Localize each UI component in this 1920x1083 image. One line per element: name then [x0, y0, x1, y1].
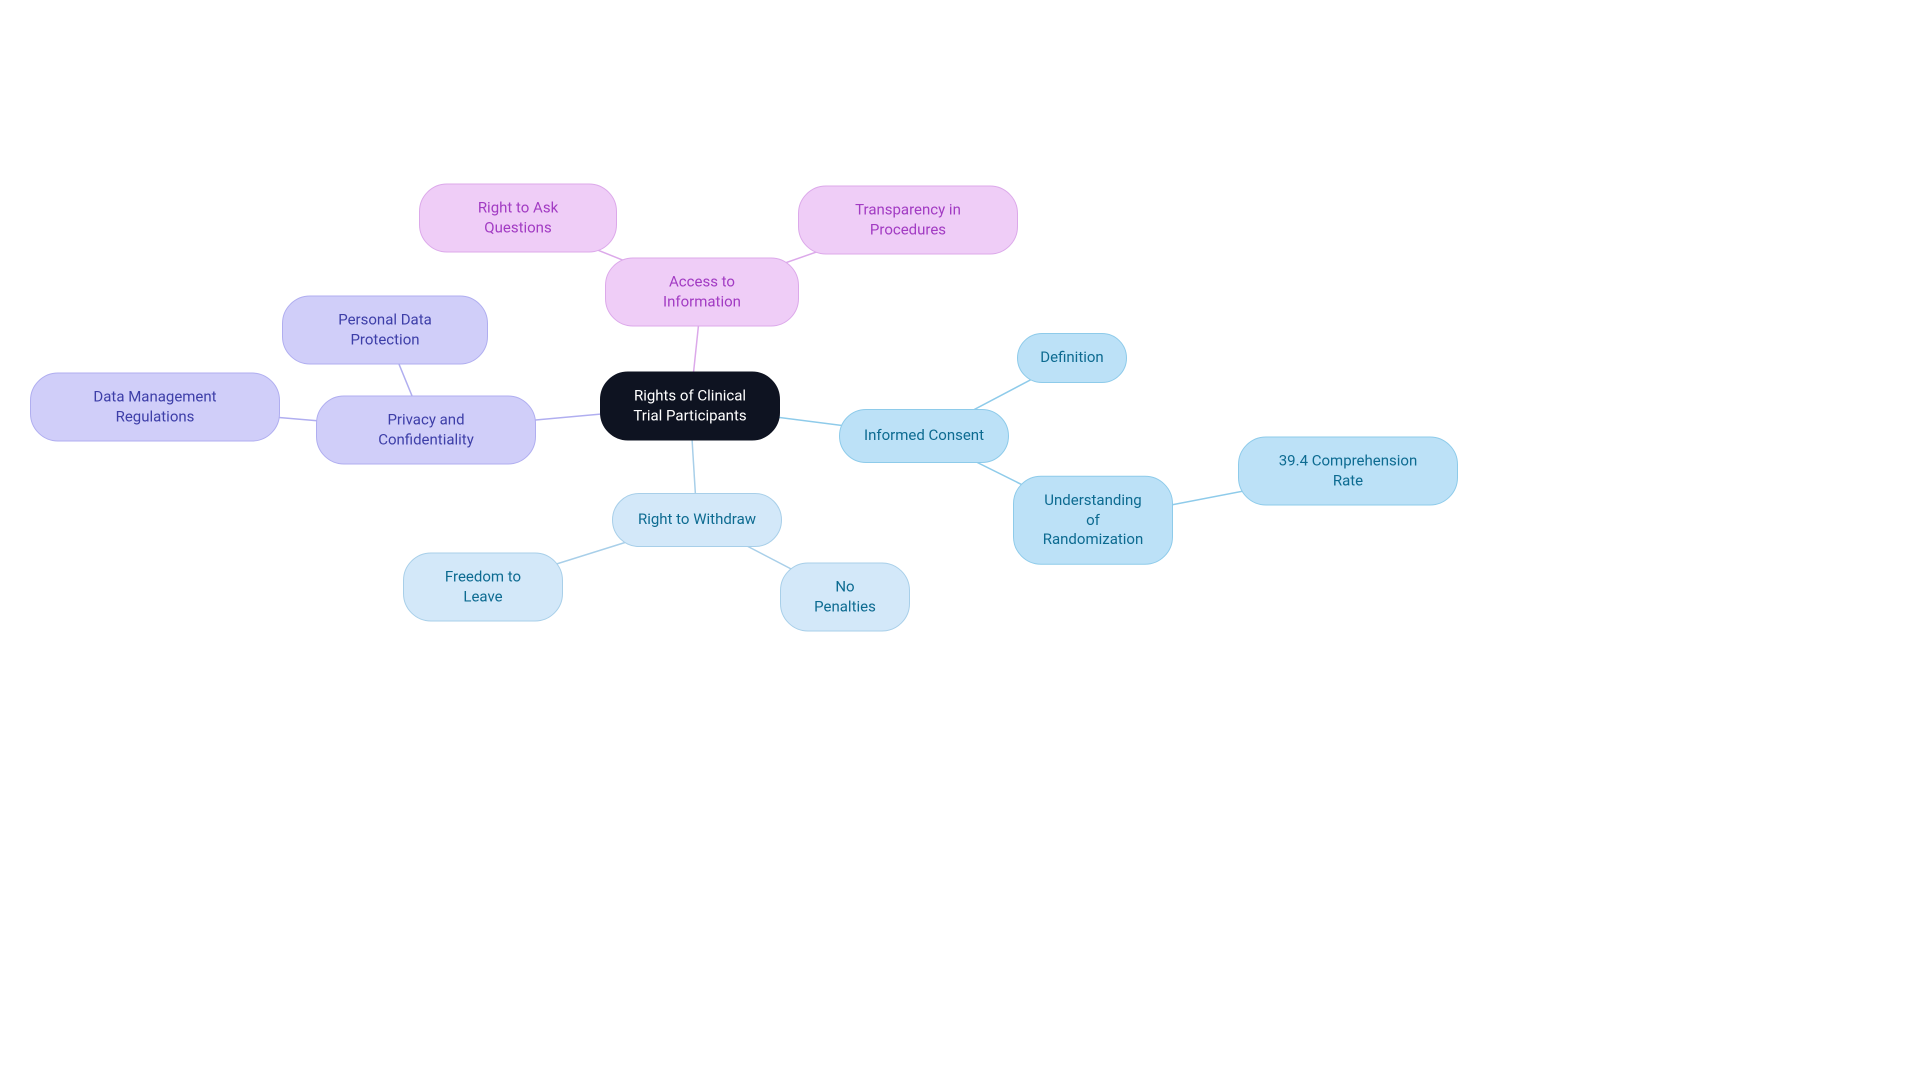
edges-layer — [0, 0, 1920, 1083]
node-label: Definition — [1040, 348, 1103, 368]
node-withdraw[interactable]: Right to Withdraw — [612, 493, 782, 547]
node-comprehension[interactable]: 39.4 Comprehension Rate — [1238, 437, 1458, 506]
node-label: Freedom to Leave — [428, 568, 538, 607]
node-label: Privacy and Confidentiality — [341, 411, 511, 450]
node-penalties[interactable]: No Penalties — [780, 563, 910, 632]
node-freedom[interactable]: Freedom to Leave — [403, 553, 563, 622]
node-label: Right to Ask Questions — [444, 199, 592, 238]
node-informed[interactable]: Informed Consent — [839, 409, 1009, 463]
node-label: Understanding of Randomization — [1038, 491, 1148, 550]
node-access[interactable]: Access to Information — [605, 258, 799, 327]
node-label: Data Management Regulations — [55, 388, 255, 427]
node-label: Informed Consent — [864, 426, 984, 446]
node-root[interactable]: Rights of Clinical Trial Participants — [600, 372, 780, 441]
node-label: Transparency in Procedures — [823, 201, 993, 240]
node-privacy[interactable]: Privacy and Confidentiality — [316, 396, 536, 465]
node-label: Access to Information — [630, 273, 774, 312]
node-label: Personal Data Protection — [307, 311, 463, 350]
node-transparency[interactable]: Transparency in Procedures — [798, 186, 1018, 255]
node-definition[interactable]: Definition — [1017, 333, 1127, 383]
node-datamgmt[interactable]: Data Management Regulations — [30, 373, 280, 442]
node-label: No Penalties — [805, 578, 885, 617]
node-randomization[interactable]: Understanding of Randomization — [1013, 476, 1173, 565]
node-label: 39.4 Comprehension Rate — [1263, 452, 1433, 491]
node-label: Right to Withdraw — [638, 510, 756, 530]
node-questions[interactable]: Right to Ask Questions — [419, 184, 617, 253]
node-personal[interactable]: Personal Data Protection — [282, 296, 488, 365]
node-label: Rights of Clinical Trial Participants — [625, 387, 755, 426]
